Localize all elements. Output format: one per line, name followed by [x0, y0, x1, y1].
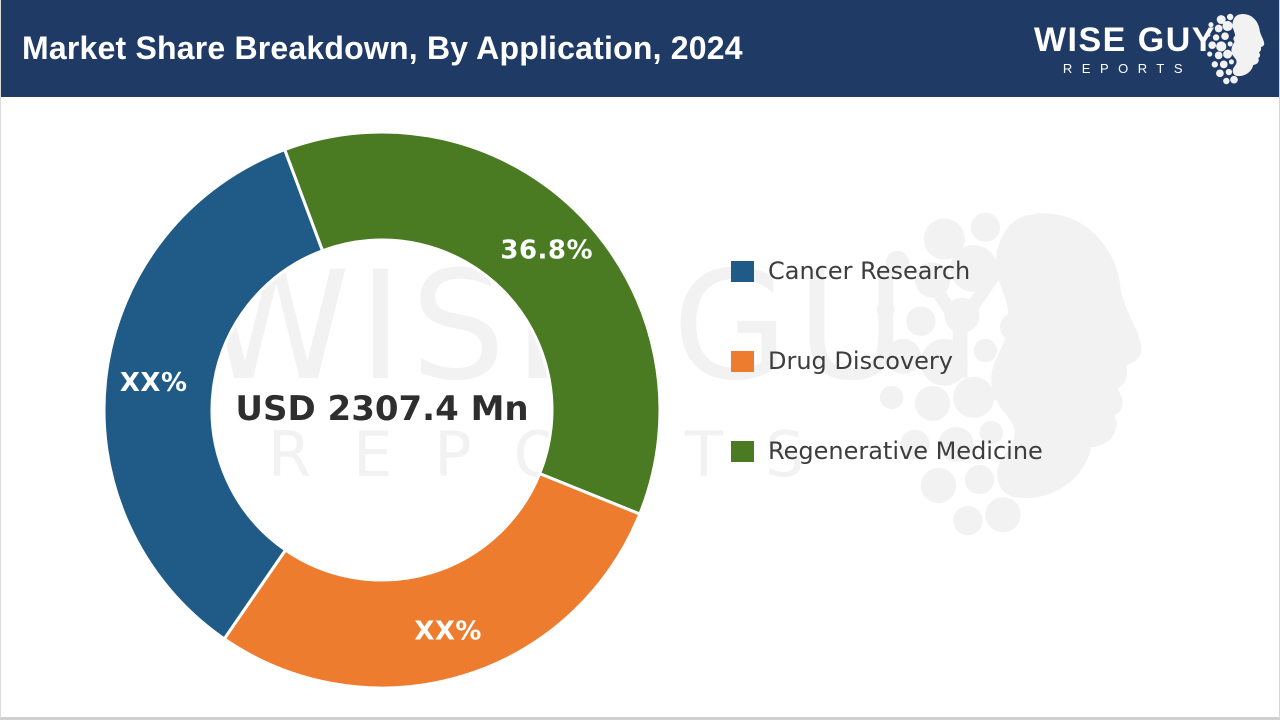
donut-slice-drug-discovery[interactable]: [222, 471, 642, 690]
logo-brand-text: WISE GUY: [1033, 20, 1216, 59]
legend-swatch-icon: [731, 260, 754, 282]
watermark-head-icon: [876, 212, 1142, 536]
logo-sub-text: REPORTS: [1062, 60, 1193, 76]
slice-value-label: XX%: [414, 616, 482, 646]
page-title: Market Share Breakdown, By Application, …: [22, 30, 743, 66]
legend-swatch-icon: [731, 350, 754, 372]
brand-logo: WISE GUY REPORTS: [1034, 6, 1266, 90]
slice-value-label: 36.8%: [500, 236, 593, 266]
legend-item-regenerative-medicine[interactable]: Regenerative Medicine: [731, 437, 1043, 465]
donut-slice-regenerative-medicine[interactable]: [282, 130, 662, 517]
chart-center-value: USD 2307.4 Mn: [235, 389, 529, 429]
legend-label: Drug Discovery: [768, 347, 953, 375]
legend-label: Regenerative Medicine: [768, 437, 1043, 465]
logo-head-icon: [1206, 13, 1265, 85]
slice-value-label: XX%: [120, 368, 188, 398]
legend-item-drug-discovery[interactable]: Drug Discovery: [731, 347, 1043, 375]
legend-swatch-icon: [731, 440, 754, 462]
legend-label: Cancer Research: [768, 257, 971, 285]
donut-slice-cancer-research[interactable]: [102, 147, 325, 641]
legend-item-cancer-research[interactable]: Cancer Research: [731, 257, 1043, 285]
chart-legend: Cancer Research Drug Discovery Regenerat…: [731, 257, 1043, 465]
header-bar: Market Share Breakdown, By Application, …: [0, 0, 1280, 97]
